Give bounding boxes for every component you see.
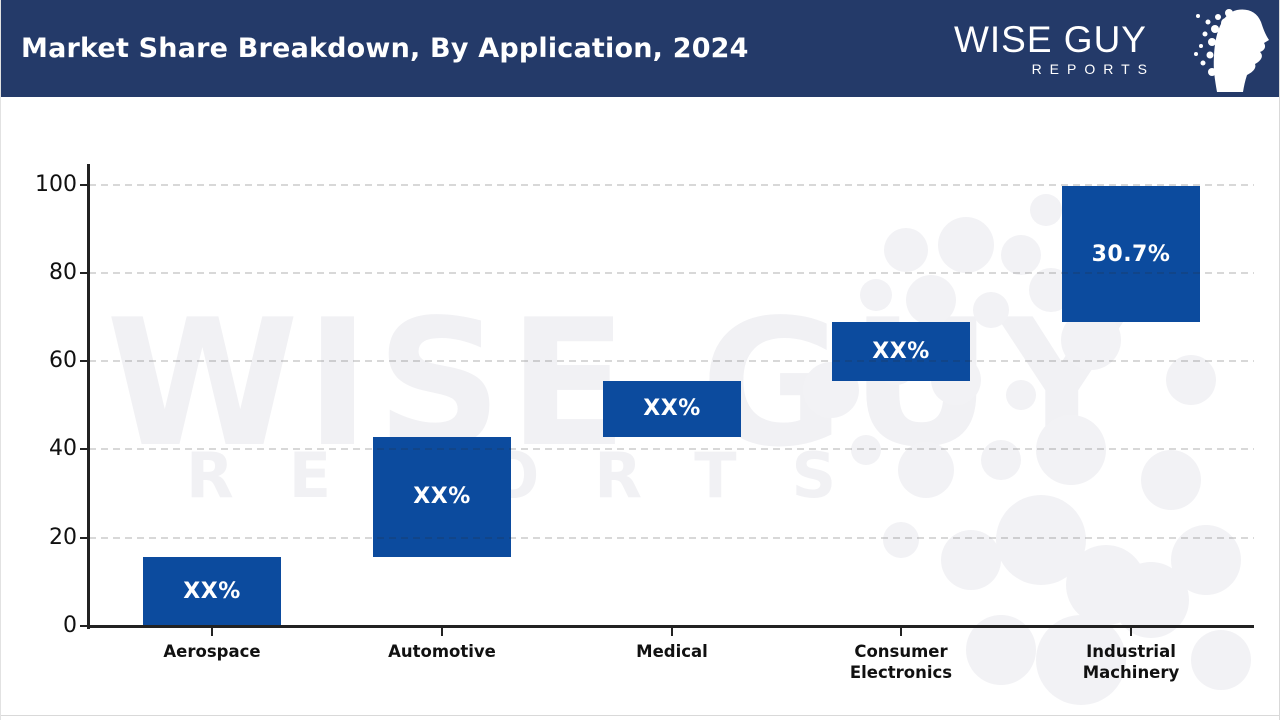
- x-tick-mark: [211, 628, 213, 636]
- x-tick-mark: [441, 628, 443, 636]
- y-axis-line: [87, 164, 90, 629]
- wiseguy-logo: WISE GUY REPORTS: [954, 6, 1271, 92]
- y-tick-mark: [80, 448, 87, 451]
- logo-wordmark: WISE GUY REPORTS: [954, 21, 1147, 77]
- grid-line: [89, 183, 1254, 186]
- bar-automotive: XX%: [373, 436, 511, 557]
- bar-value-label: 30.7%: [1091, 241, 1171, 267]
- y-tick-mark: [80, 360, 87, 363]
- x-category-label: Consumer Electronics: [849, 642, 953, 683]
- bar-consumer-electronics: XX%: [832, 321, 970, 381]
- logo-wordmark-line2: REPORTS: [1031, 60, 1155, 77]
- x-category-label: Automotive: [388, 642, 496, 661]
- grid-line: [89, 536, 1254, 539]
- watermark-text-line2: REPORTS: [186, 439, 892, 512]
- bar-value-label: XX%: [413, 484, 471, 510]
- bar-medical: XX%: [603, 380, 741, 437]
- header-bar: Market Share Breakdown, By Application, …: [1, 0, 1279, 97]
- y-tick-mark: [80, 271, 87, 274]
- y-tick-label: 0: [63, 613, 77, 638]
- y-tick-label: 40: [49, 436, 77, 462]
- y-tick-mark: [80, 625, 87, 627]
- y-tick-label: 100: [35, 171, 77, 197]
- logo-wordmark-line1: WISE GUY: [953, 18, 1147, 60]
- page-title: Market Share Breakdown, By Application, …: [21, 33, 749, 64]
- y-tick-label: 20: [49, 524, 77, 550]
- x-tick-mark: [900, 628, 902, 636]
- y-tick-mark: [80, 183, 87, 186]
- bar-value-label: XX%: [183, 578, 241, 604]
- x-category-label: Aerospace: [163, 642, 261, 661]
- grid-line: [89, 271, 1254, 274]
- grid-line: [89, 360, 1254, 363]
- chart-area: WISE GUY REPORTS 0 20 40 60 80 100 XX% XX% XX% XX…: [1, 97, 1279, 715]
- grid-line: [89, 448, 1254, 451]
- bar-value-label: XX%: [872, 338, 930, 364]
- watermark-head-dots: [803, 194, 1251, 705]
- y-tick-mark: [80, 536, 87, 539]
- y-tick-label: 80: [49, 259, 77, 285]
- x-category-label: Medical: [636, 642, 708, 661]
- bar-aerospace: XX%: [143, 556, 281, 626]
- x-axis-line: [87, 625, 1254, 628]
- x-tick-mark: [1130, 628, 1132, 636]
- x-category-label: Industrial Machinery: [1082, 642, 1180, 683]
- logo-head-icon: [1194, 8, 1269, 92]
- y-tick-label: 60: [49, 348, 77, 374]
- bar-industrial-machinery: 30.7%: [1062, 186, 1200, 322]
- bottom-rule: [1, 715, 1279, 716]
- x-tick-mark: [671, 628, 673, 636]
- bar-value-label: XX%: [643, 396, 701, 422]
